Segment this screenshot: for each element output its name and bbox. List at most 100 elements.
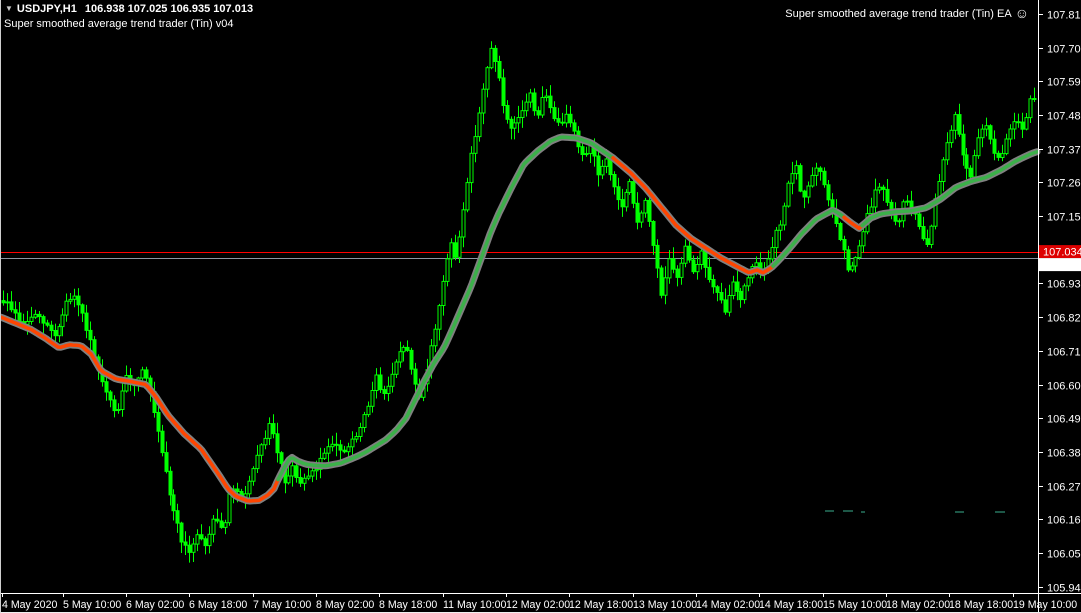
candle — [370, 381, 375, 413]
candle — [72, 288, 77, 308]
candle-body-bull — [306, 475, 311, 479]
candle — [818, 166, 823, 181]
chart-plot[interactable] — [1, 41, 1037, 563]
candle — [885, 179, 890, 206]
candle — [1032, 87, 1037, 102]
candle — [814, 162, 819, 186]
candle-body-bear — [493, 47, 498, 63]
candle — [41, 314, 46, 333]
candle — [957, 103, 962, 137]
candle — [774, 227, 779, 258]
candle-body-bull — [433, 328, 438, 347]
candle-body-bull — [877, 186, 882, 191]
candle — [738, 288, 743, 308]
candle — [651, 220, 656, 255]
candle-body-bull — [263, 437, 268, 446]
price-tick-label: 107.370 — [1047, 145, 1081, 157]
price-tick-label: 105.940 — [1047, 583, 1081, 595]
candle-body-bear — [881, 186, 886, 190]
candle-body-bull — [191, 543, 196, 553]
candle-body-bear — [413, 368, 418, 385]
candle — [1004, 133, 1009, 156]
candle-body-bull — [267, 423, 272, 439]
indicator-name: Super smoothed average trend trader (Tin… — [4, 18, 234, 30]
candle-body-bull — [945, 142, 950, 161]
candle-body-bull — [290, 465, 295, 477]
candle — [263, 430, 268, 450]
candle — [667, 250, 672, 284]
candle-body-bull — [5, 301, 10, 304]
candle — [477, 106, 482, 142]
candle-body-bull — [1024, 117, 1029, 130]
candle — [663, 266, 668, 305]
chevron-down-icon[interactable]: ▼ — [5, 4, 13, 13]
candle — [846, 245, 851, 273]
candle-body-bull — [905, 200, 910, 203]
candle-body-bear — [84, 312, 89, 331]
candle — [782, 202, 787, 231]
price-tick-label: 106.600 — [1047, 381, 1081, 393]
candle-body-bear — [160, 430, 165, 454]
candle — [532, 88, 537, 116]
candle-body-bear — [453, 242, 458, 258]
candle — [873, 178, 878, 219]
candle — [917, 209, 922, 230]
candle-body-bull — [770, 247, 775, 260]
candle-body-bull — [362, 414, 367, 429]
candle-body-bull — [286, 475, 291, 484]
candle — [461, 202, 466, 248]
candle — [905, 195, 910, 206]
candle-body-bull — [386, 385, 391, 394]
price-axis[interactable]: 107.810 107.700 107.590 107.480 107.370 107.2… — [1038, 0, 1081, 613]
candle-body-bull — [390, 373, 395, 387]
candle — [683, 239, 688, 268]
candle-body-bear — [616, 186, 621, 201]
watermark-dashes — [825, 510, 1005, 513]
candle-body-bear — [382, 389, 387, 395]
candle — [980, 124, 985, 148]
candle-body-bull — [33, 313, 38, 318]
time-axis[interactable]: 4 May 2020 5 May 10:00 6 May 02:00 6 May 18… — [1, 593, 1081, 612]
watermark-dash — [955, 511, 964, 513]
candle — [925, 229, 930, 247]
time-tick-label: 6 May 02:00 — [126, 599, 184, 611]
candle-body-bear — [596, 155, 601, 176]
candle — [505, 100, 510, 124]
candle — [493, 45, 498, 72]
candle-body-bull — [861, 231, 866, 247]
candle-body-bear — [215, 518, 220, 522]
candle-body-bull — [302, 477, 307, 484]
time-tick-label: 7 May 10:00 — [253, 599, 311, 611]
candle — [215, 508, 220, 524]
candle-body-bear — [298, 477, 303, 484]
candle-body-bear — [235, 488, 240, 492]
candle-body-bull — [949, 129, 954, 144]
candle-body-bear — [37, 313, 42, 318]
candle — [727, 284, 732, 317]
candle — [179, 521, 184, 553]
candle-body-bull — [1008, 128, 1013, 140]
candle-body-bull — [516, 117, 521, 124]
candle-body-bear — [80, 304, 85, 314]
candle — [600, 159, 605, 180]
price-tick-label: 107.700 — [1047, 44, 1081, 56]
candle — [731, 275, 736, 300]
candle-body-bear — [199, 534, 204, 540]
price-tick-label: 106.710 — [1047, 347, 1081, 359]
candle-body-bull — [398, 351, 403, 363]
candle — [972, 149, 977, 181]
candle — [223, 519, 228, 535]
candle — [501, 68, 506, 114]
time-tick-label: 15 May 10:00 — [823, 599, 887, 611]
candle-body-bear — [620, 199, 625, 208]
candle-body-bull — [68, 298, 73, 302]
candle-body-bear — [818, 167, 823, 172]
candle-body-bull — [814, 167, 819, 176]
candle-body-bear — [187, 544, 192, 553]
candle-body-bull — [929, 225, 934, 245]
candle — [279, 451, 284, 467]
candle-body-bear — [719, 292, 724, 301]
candle — [838, 221, 843, 242]
candle — [342, 445, 347, 454]
